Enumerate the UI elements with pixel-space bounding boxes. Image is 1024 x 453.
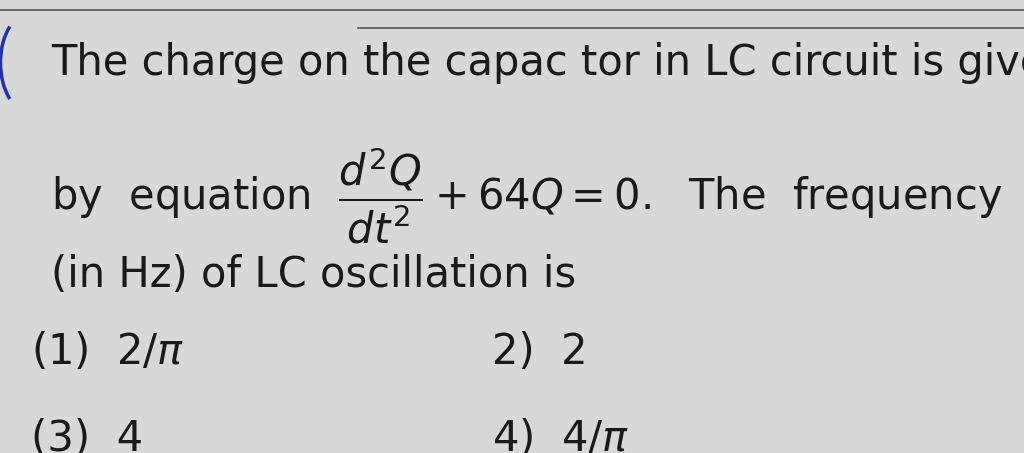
Text: The charge on the capac tor in LC circuit is giver: The charge on the capac tor in LC circui… <box>51 42 1024 84</box>
Text: 2)  2: 2) 2 <box>492 331 587 373</box>
Text: (in Hz) of LC oscillation is: (in Hz) of LC oscillation is <box>51 255 577 296</box>
Text: 4)  $4/\pi$: 4) $4/\pi$ <box>492 418 629 453</box>
Text: (3)  4: (3) 4 <box>31 418 142 453</box>
Text: by  equation  $\dfrac{d^2Q}{dt^2}+64Q=0.$  The  frequency: by equation $\dfrac{d^2Q}{dt^2}+64Q=0.$ … <box>51 146 1002 246</box>
Text: (1)  $2/\pi$: (1) $2/\pi$ <box>31 331 184 373</box>
